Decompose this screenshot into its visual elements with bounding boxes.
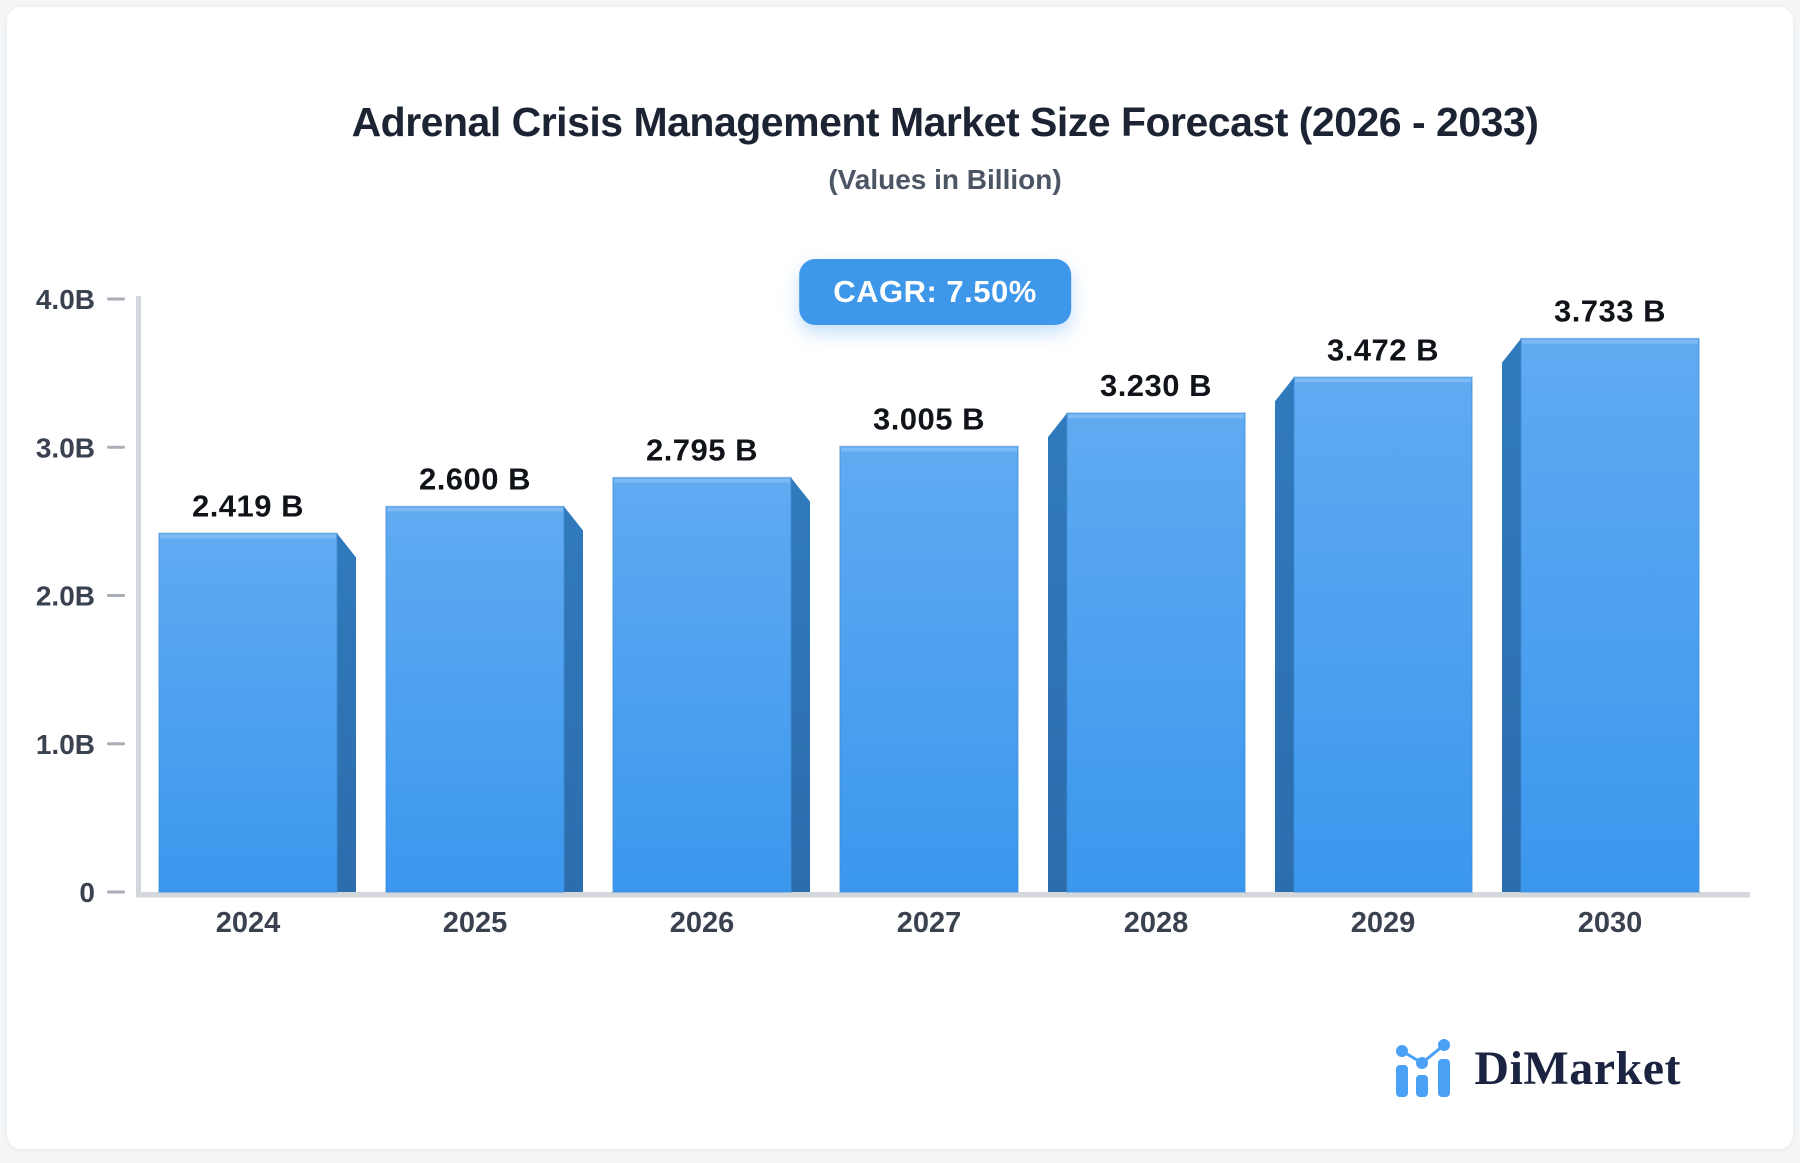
bar-chart-plot: 0 1.0B 2.0B 3.0B 4.0B 2.419 B 2024 2.600 B 2025 2… [36,284,1750,939]
cagr-badge: CAGR: 7.50% [799,259,1071,325]
x-axis-label-2029: 2029 [1351,907,1416,939]
bar-value-label-2029: 3.472 B [1327,332,1439,367]
y-axis-line [136,296,141,897]
x-axis-label-2026: 2026 [670,907,735,939]
bar-2024 [158,532,338,893]
y-tick-label: 2.0B [36,581,95,612]
chart-card: Adrenal Crisis Management Market Size Fo… [7,7,1793,1149]
bar-side-face-2025 [564,506,583,892]
bar-side-face-2028 [1048,413,1067,892]
y-tick-dash [107,594,125,597]
bar-2026 [612,476,792,893]
x-axis-label-2030: 2030 [1578,907,1643,939]
x-axis-label-2024: 2024 [216,907,281,939]
bar-side-face-2030 [1502,338,1521,892]
bar-top-highlight-2027 [841,447,1017,452]
bar-top-highlight-2030 [1522,339,1698,344]
bar-top-highlight-2029 [1295,378,1471,383]
bar-side-face-2026 [791,477,810,892]
bar-value-label-2027: 3.005 B [873,402,985,437]
y-tick-dash [107,742,125,746]
brand-logo: DiMarket [1394,1039,1681,1097]
logo-dot [1438,1039,1451,1051]
logo-bar [1396,1065,1409,1097]
bar-2030 [1520,337,1700,893]
bar-top-highlight-2028 [1068,414,1244,419]
logo-bar [1416,1075,1429,1097]
bar-2027 [839,445,1019,893]
y-tick-label: 3.0B [36,432,95,463]
x-axis-label-2027: 2027 [897,907,962,939]
bar-top-highlight-2026 [614,478,790,483]
cagr-badge-label: CAGR: 7.50% [833,274,1037,309]
brand-name: DiMarket [1474,1041,1681,1095]
bar-top-highlight-2024 [160,534,336,539]
y-tick-dash [107,890,125,894]
bar-top-highlight-2025 [387,507,563,512]
logo-bar [1438,1059,1451,1097]
y-tick-label: 4.0B [36,284,95,315]
y-tick-label: 0 [79,877,95,908]
x-axis-line [136,892,1750,898]
y-tick-dash [107,445,125,449]
dimarket-logo-icon [1396,1039,1451,1097]
bar-value-label-2025: 2.600 B [419,462,531,497]
bar-2028 [1066,412,1246,893]
bar-value-label-2030: 3.733 B [1554,294,1666,329]
x-axis-label-2025: 2025 [443,907,508,939]
bar-side-face-2024 [337,533,356,892]
bar-2025 [385,505,565,893]
bar-2029 [1293,376,1473,893]
x-axis-label-2028: 2028 [1124,907,1189,939]
bar-value-label-2024: 2.419 B [192,488,304,523]
y-tick-dash [107,297,125,301]
y-tick-label: 1.0B [36,729,95,760]
bar-value-label-2028: 3.230 B [1100,368,1212,403]
logo-dot [1396,1045,1409,1057]
logo-dot [1416,1057,1429,1069]
bar-value-label-2026: 2.795 B [646,433,758,468]
bar-side-face-2029 [1275,377,1294,892]
